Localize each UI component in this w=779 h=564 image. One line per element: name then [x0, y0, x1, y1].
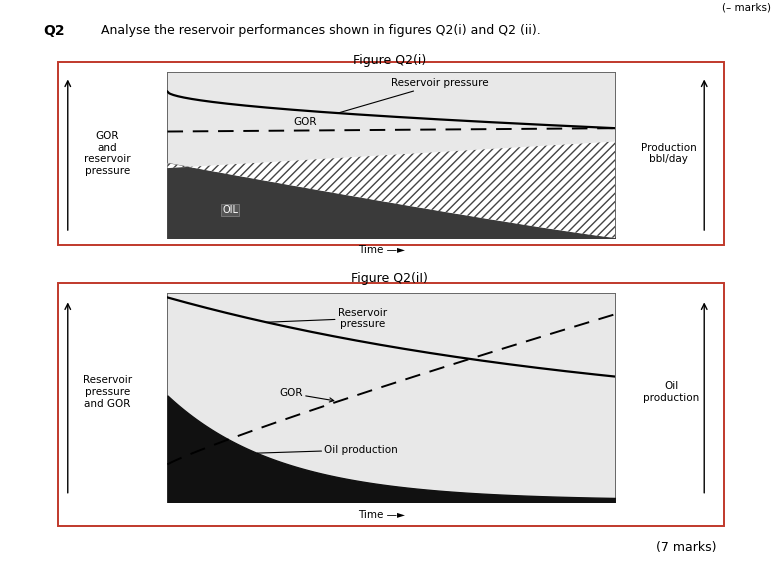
- Text: Oil
production: Oil production: [643, 381, 700, 403]
- Text: Reservoir
pressure
and GOR: Reservoir pressure and GOR: [83, 376, 132, 408]
- Text: Figure Q2(iI): Figure Q2(iI): [351, 272, 428, 285]
- Text: GOR: GOR: [293, 117, 316, 126]
- Text: (7 marks): (7 marks): [656, 541, 717, 554]
- Text: Reservoir pressure: Reservoir pressure: [337, 78, 489, 113]
- Text: Reservoir
pressure: Reservoir pressure: [266, 307, 387, 329]
- Text: Production
bbl/day: Production bbl/day: [640, 143, 696, 164]
- Text: Figure Q2(i): Figure Q2(i): [353, 54, 426, 67]
- Text: Time —►: Time —►: [358, 245, 405, 255]
- Text: Oil production: Oil production: [257, 445, 398, 455]
- Text: WATER: WATER: [418, 175, 454, 185]
- Text: Q2: Q2: [43, 24, 65, 38]
- Text: (– marks): (– marks): [722, 3, 771, 13]
- Text: OIL: OIL: [222, 205, 238, 215]
- Text: Analyse the reservoir performances shown in figures Q2(i) and Q2 (ii).: Analyse the reservoir performances shown…: [101, 24, 541, 37]
- Text: GOR: GOR: [280, 389, 333, 402]
- Text: Time —►: Time —►: [358, 510, 405, 521]
- Text: GOR
and
reservoir
pressure: GOR and reservoir pressure: [84, 131, 131, 176]
